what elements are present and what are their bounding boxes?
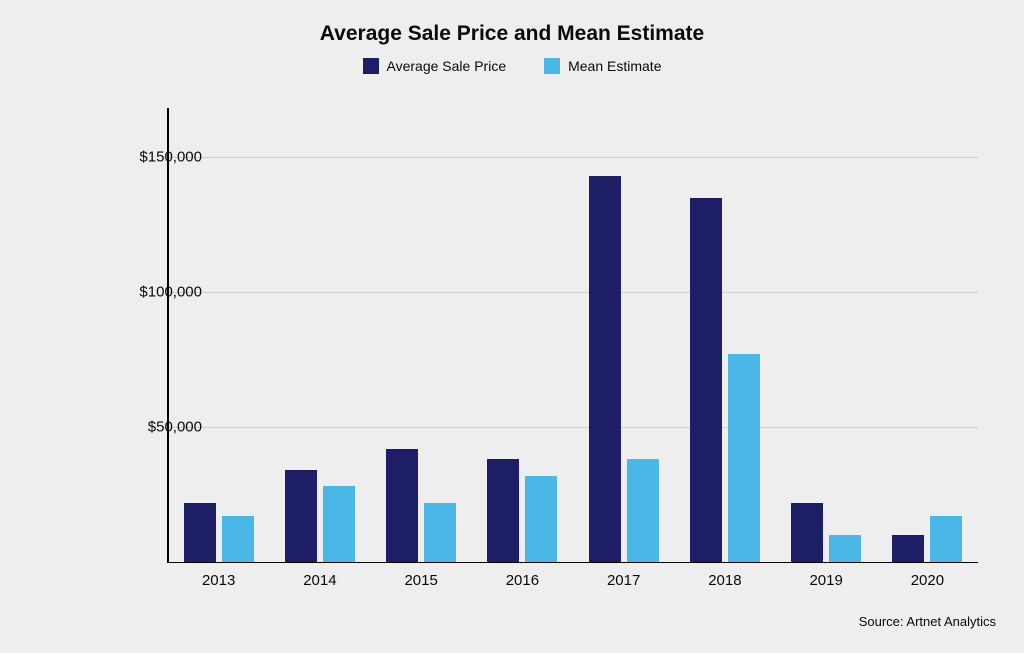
x-tick-label: 2018 <box>708 572 741 589</box>
bar-avg-sale-price <box>589 176 621 562</box>
chart-source-label: Source: Artnet Analytics <box>859 614 996 629</box>
bar-avg-sale-price <box>690 198 722 563</box>
legend-item-avg-sale-price: Average Sale Price <box>363 58 507 74</box>
chart-legend: Average Sale Price Mean Estimate <box>0 58 1024 74</box>
plot-area <box>168 130 978 562</box>
legend-label-mean-estimate: Mean Estimate <box>568 58 661 74</box>
bar-mean-estimate <box>627 459 659 562</box>
bar-mean-estimate <box>424 503 456 562</box>
chart-title: Average Sale Price and Mean Estimate <box>0 22 1024 46</box>
bars-layer <box>168 130 978 562</box>
x-tick-label: 2016 <box>506 572 539 589</box>
bar-group <box>487 130 557 562</box>
bar-avg-sale-price <box>791 503 823 562</box>
y-tick-label: $100,000 <box>139 284 202 301</box>
chart-canvas: Average Sale Price and Mean Estimate Ave… <box>0 0 1024 653</box>
x-tick-label: 2014 <box>303 572 336 589</box>
bar-mean-estimate <box>323 486 355 562</box>
bar-group <box>386 130 456 562</box>
bar-mean-estimate <box>829 535 861 562</box>
x-tick-label: 2017 <box>607 572 640 589</box>
y-tick-label: $150,000 <box>139 149 202 166</box>
bar-group <box>589 130 659 562</box>
x-tick-label: 2015 <box>404 572 437 589</box>
bar-avg-sale-price <box>892 535 924 562</box>
bar-mean-estimate <box>222 516 254 562</box>
x-tick-label: 2020 <box>911 572 944 589</box>
bar-group <box>791 130 861 562</box>
legend-label-avg-sale-price: Average Sale Price <box>387 58 507 74</box>
legend-item-mean-estimate: Mean Estimate <box>544 58 661 74</box>
bar-mean-estimate <box>930 516 962 562</box>
bar-avg-sale-price <box>184 503 216 562</box>
bar-avg-sale-price <box>285 470 317 562</box>
bar-mean-estimate <box>728 354 760 562</box>
legend-swatch-mean-estimate <box>544 58 560 74</box>
bar-avg-sale-price <box>386 449 418 562</box>
bar-group <box>285 130 355 562</box>
bar-avg-sale-price <box>487 459 519 562</box>
y-tick-label: $50,000 <box>148 419 202 436</box>
bar-group <box>184 130 254 562</box>
bar-group <box>690 130 760 562</box>
legend-swatch-avg-sale-price <box>363 58 379 74</box>
x-tick-label: 2019 <box>809 572 842 589</box>
x-tick-label: 2013 <box>202 572 235 589</box>
bar-group <box>892 130 962 562</box>
bar-mean-estimate <box>525 476 557 562</box>
